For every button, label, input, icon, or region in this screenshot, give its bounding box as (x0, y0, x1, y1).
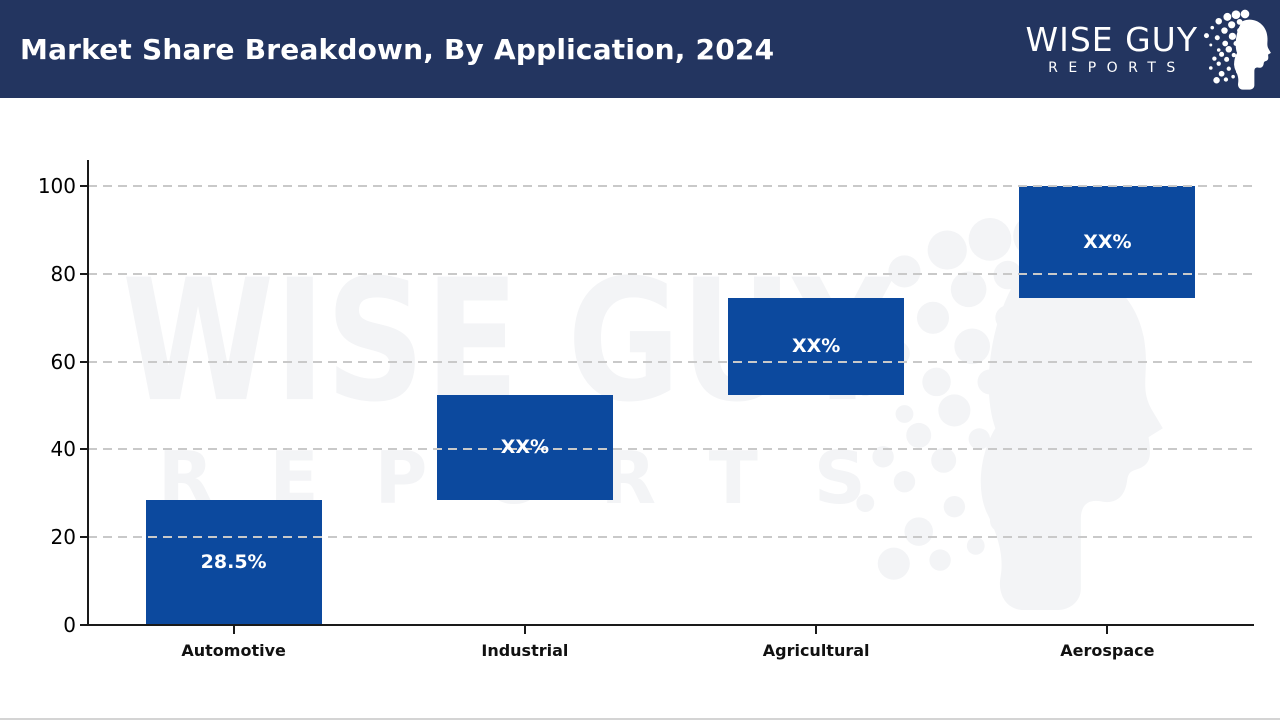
y-axis-tick-label: 0 (63, 613, 76, 637)
x-category-label: Industrial (481, 641, 569, 660)
y-axis-tick-60 (80, 360, 88, 363)
gridline-80 (88, 272, 1253, 275)
gridline-100 (88, 185, 1253, 187)
bar-value-label: XX% (791, 335, 841, 358)
bar-industrial (436, 394, 613, 500)
y-axis-tick-100 (80, 185, 88, 187)
gridline-40 (88, 448, 1253, 451)
y-axis-tick-20 (80, 536, 88, 539)
bar-value-label: XX% (500, 436, 550, 459)
y-axis-tick-0 (80, 624, 88, 626)
y-axis-tick-40 (80, 448, 88, 451)
x-category-label: Agricultural (762, 641, 870, 660)
wise-guy-reports-logo: WISE GUY REPORTS (1025, 4, 1272, 96)
x-category-label: Automotive (181, 641, 286, 660)
y-axis-tick-80 (80, 272, 88, 275)
bar-value-label: 28.5% (200, 551, 267, 574)
bar-agricultural (728, 297, 905, 395)
logo-head-dots-icon (1200, 6, 1272, 94)
header-bar: Market Share Breakdown, By Application, … (0, 0, 1280, 98)
gridline-60 (88, 360, 1253, 363)
logo-subname: REPORTS (1048, 60, 1186, 76)
bar-aerospace (1019, 186, 1196, 298)
bottom-border (0, 718, 1280, 720)
x-axis-tick-0 (232, 625, 235, 634)
y-axis-tick-label: 20 (50, 525, 76, 550)
logo-text: WISE GUY REPORTS (1025, 22, 1198, 78)
y-axis-tick-label: 100 (37, 174, 76, 198)
logo-name: WISE GUY (1025, 20, 1198, 59)
x-axis-tick-1 (523, 625, 526, 634)
x-axis-tick-2 (815, 625, 818, 634)
bar-automotive (145, 499, 322, 625)
bar-value-label: XX% (1083, 230, 1132, 253)
y-axis-tick-label: 80 (50, 261, 76, 286)
x-axis-tick-3 (1106, 625, 1109, 634)
gridline-20 (88, 536, 1253, 539)
chart-title: Market Share Breakdown, By Application, … (20, 32, 775, 66)
y-axis-tick-label: 40 (50, 437, 76, 462)
x-axis-line (86, 624, 1254, 626)
y-axis-line (87, 160, 89, 626)
x-category-label: Aerospace (1060, 641, 1155, 660)
y-axis-tick-label: 60 (50, 349, 76, 374)
